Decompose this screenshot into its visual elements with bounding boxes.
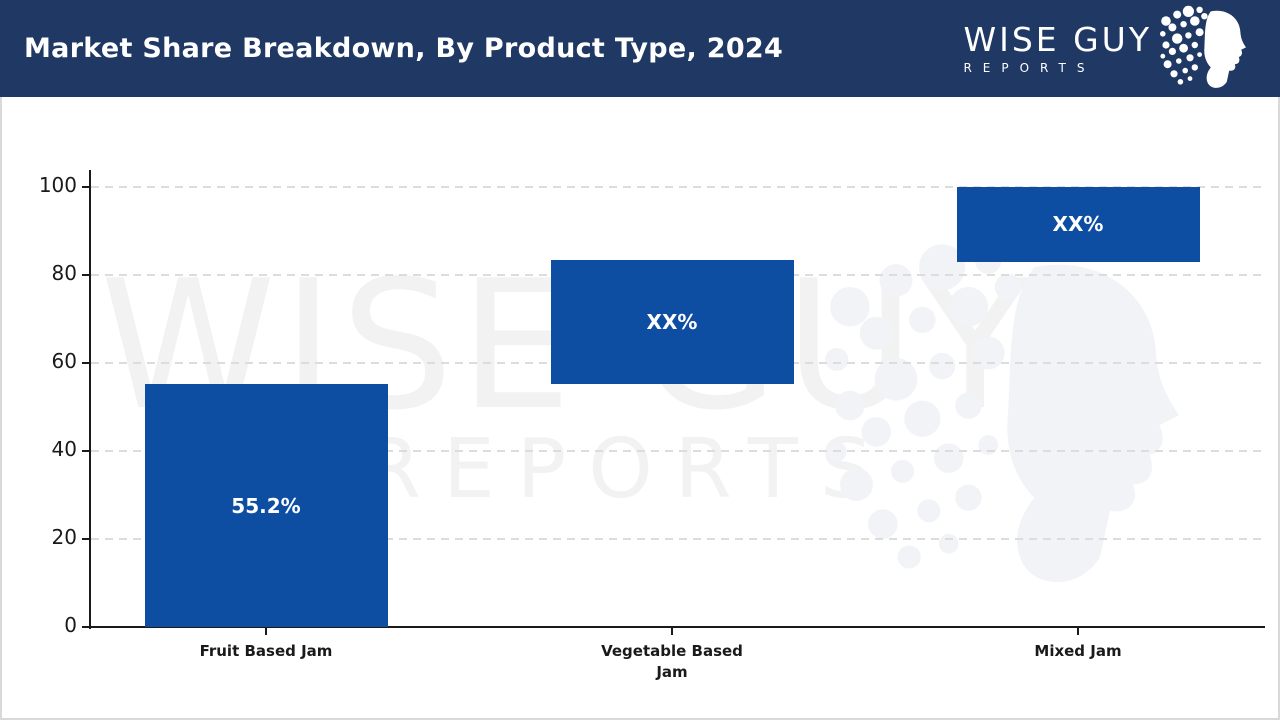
y-tick-mark [82,626,91,628]
y-tick-label: 40 [51,437,77,461]
brand-face-icon [1156,5,1256,93]
y-tick-label: 80 [51,261,77,285]
chart-area: WISE GUY REPORTS 0 20 40 60 80 100 55.2% XX% XX%… [0,97,1280,720]
bar: 55.2% [144,384,388,627]
x-axis-line [89,626,1265,628]
y-tick-mark [82,450,91,452]
x-tick-mark [265,627,267,635]
brand-name: WISE GUY [963,19,1152,59]
y-tick-label: 20 [51,525,77,549]
x-category-label: Vegetable Based Jam [601,642,743,681]
bar-value-label: XX% [646,309,698,334]
bar-value-label: XX% [1052,212,1104,237]
x-category-label: Mixed Jam [1034,642,1122,660]
bar: XX% [550,259,794,385]
gridline [91,538,1264,540]
x-category-label: Fruit Based Jam [199,642,333,660]
watermark-text: REPORTS [364,422,894,517]
page-title: Market Share Breakdown, By Product Type,… [24,33,784,64]
watermark-face-icon [817,212,1212,636]
gridline [91,450,1264,452]
bar: XX% [956,187,1200,262]
brand-logo-text: WISE GUY REPORTS [963,23,1152,75]
y-tick-mark [82,186,91,188]
y-tick-label: 60 [51,349,77,373]
header-banner: Market Share Breakdown, By Product Type,… [0,0,1280,97]
x-tick-mark [671,627,673,635]
y-tick-label: 0 [64,613,77,637]
y-tick-mark [82,274,91,276]
x-tick-mark [1077,627,1079,635]
brand-logo: WISE GUY REPORTS [963,5,1256,93]
gridline [91,186,1264,188]
y-axis-line [89,170,91,629]
y-tick-mark [82,362,91,364]
bar-value-label: 55.2% [231,493,301,518]
y-tick-mark [82,538,91,540]
brand-subtitle: REPORTS [963,60,1096,75]
y-tick-label: 100 [38,173,77,197]
